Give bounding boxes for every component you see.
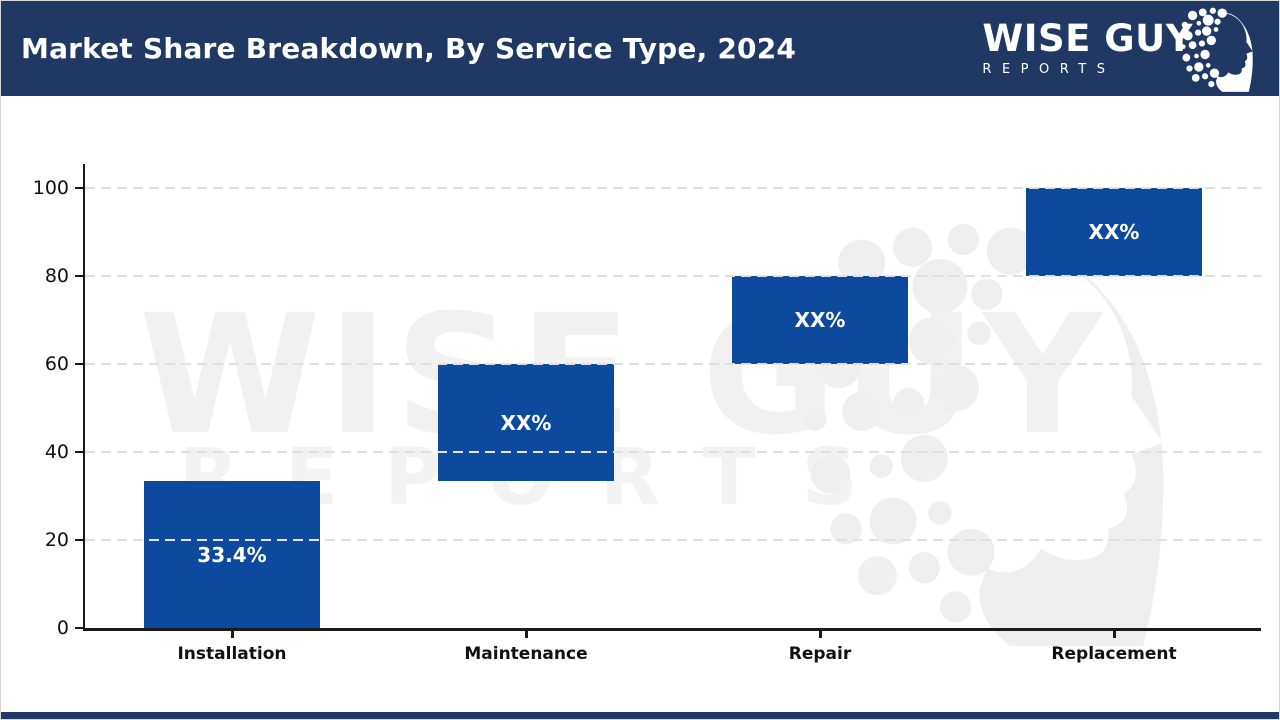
bar-maintenance: [438, 364, 614, 482]
y-tick-label: 60: [44, 353, 69, 376]
bar-installation: [144, 481, 320, 628]
y-tick: [75, 539, 83, 542]
y-tick-label: 100: [32, 177, 69, 200]
x-axis-line: [83, 628, 1261, 631]
bar-replacement: [1026, 188, 1202, 277]
x-category-label: Installation: [177, 644, 287, 664]
logo-subtitle: REPORTS: [982, 62, 1116, 77]
y-tick-label: 80: [44, 265, 69, 288]
bar-value-label: XX%: [500, 410, 552, 435]
y-tick: [75, 275, 83, 278]
page-title: Market Share Breakdown, By Service Type,…: [21, 32, 797, 65]
y-tick-label: 40: [44, 441, 69, 464]
x-category-label: Maintenance: [464, 644, 588, 664]
gridline-80: [85, 275, 1261, 278]
x-tick: [230, 631, 234, 638]
header-bar: Market Share Breakdown, By Service Type,…: [1, 1, 1279, 96]
y-tick-label: 0: [56, 617, 69, 639]
x-category-label: Replacement: [1051, 644, 1177, 664]
gridline-40: [85, 451, 1261, 454]
x-category-label: Repair: [788, 644, 852, 664]
logo-text: WISE GUY REPORTS: [982, 20, 1193, 77]
bar-value-label: XX%: [794, 308, 846, 333]
y-tick: [75, 363, 83, 366]
bar-repair: [732, 276, 908, 365]
gridline-20: [85, 539, 1261, 542]
x-tick: [1112, 631, 1116, 638]
y-tick: [75, 187, 83, 190]
y-tick: [75, 627, 83, 629]
gridline-60: [85, 363, 1261, 366]
x-tick: [524, 631, 528, 638]
y-axis-line: [83, 164, 85, 631]
y-tick: [75, 451, 83, 454]
x-tick: [818, 631, 822, 638]
y-tick-label: 20: [44, 529, 69, 552]
gridline-100: [85, 187, 1261, 190]
logo-wordmark: WISE GUY: [982, 17, 1193, 60]
bar-value-label: 33.4%: [197, 542, 267, 567]
footer-bar: [1, 712, 1279, 719]
bar-value-label: XX%: [1088, 220, 1140, 245]
wiseguy-logo: WISE GUY REPORTS: [982, 6, 1255, 92]
logo-face-icon: [1180, 7, 1253, 92]
